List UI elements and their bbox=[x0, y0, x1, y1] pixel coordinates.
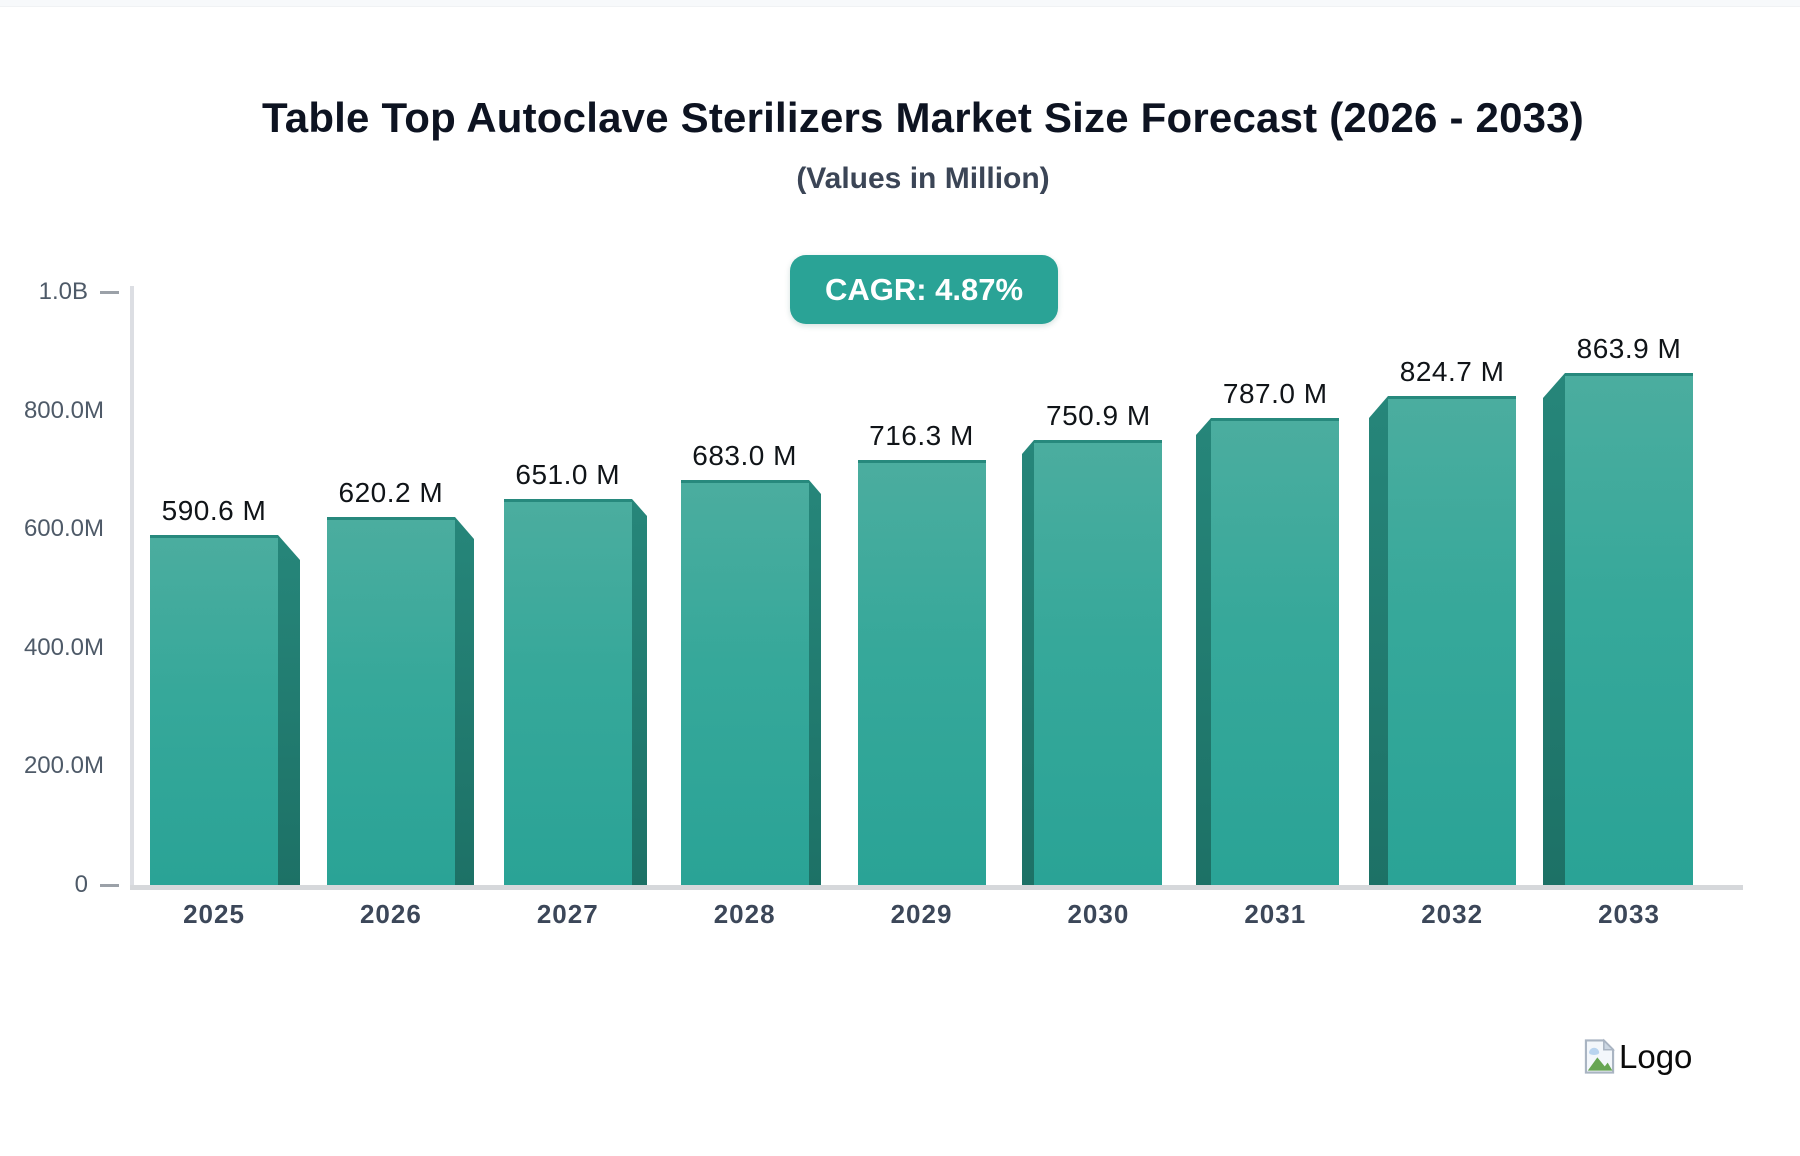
y-tick-label: 0 bbox=[74, 871, 88, 898]
bar-side-2030 bbox=[1022, 440, 1034, 885]
bar-side-2027 bbox=[632, 499, 647, 885]
bar-side-2033 bbox=[1543, 373, 1565, 885]
y-axis-line bbox=[130, 286, 134, 890]
bar-2025[interactable] bbox=[150, 535, 278, 885]
bar-2029[interactable] bbox=[858, 460, 986, 885]
bar-value-label: 651.0 M bbox=[515, 459, 621, 490]
x-tick-label-2032: 2032 bbox=[1421, 899, 1484, 929]
bar-2032[interactable] bbox=[1388, 396, 1516, 885]
bar-side-2025 bbox=[278, 535, 300, 885]
x-tick-label-2031: 2031 bbox=[1244, 899, 1307, 929]
x-tick-label-2027: 2027 bbox=[536, 899, 599, 929]
logo-alt-text: Logo bbox=[1619, 1038, 1693, 1075]
x-tick-label-2029: 2029 bbox=[890, 899, 953, 929]
bar-side-2032 bbox=[1369, 396, 1388, 885]
bar-side-2026 bbox=[455, 517, 474, 885]
bar-side-2031 bbox=[1196, 418, 1211, 885]
bar-2026[interactable] bbox=[327, 517, 455, 885]
bar-2028[interactable] bbox=[681, 480, 809, 885]
bar-2033[interactable] bbox=[1565, 373, 1693, 885]
chart-subtitle: (Values in Million) bbox=[796, 162, 1050, 195]
x-tick-label-2030: 2030 bbox=[1067, 899, 1130, 929]
x-tick-label-2028: 2028 bbox=[713, 899, 776, 929]
x-tick-label-2025: 2025 bbox=[183, 899, 245, 929]
bar-side-2028 bbox=[809, 480, 821, 885]
y-tick-label: 1.0B bbox=[38, 278, 88, 305]
y-tick-mark bbox=[100, 291, 119, 294]
y-tick-label: 200.0M bbox=[23, 752, 104, 780]
bar-value-label: 716.3 M bbox=[869, 420, 974, 451]
y-tick-label: 400.0M bbox=[23, 633, 104, 661]
bar-2031[interactable] bbox=[1211, 418, 1339, 885]
cagr-badge: CAGR: 4.87% bbox=[790, 255, 1058, 324]
logo: Logo bbox=[1581, 1038, 1692, 1075]
bar-value-label: 683.0 M bbox=[692, 440, 797, 471]
bar-value-label: 863.9 M bbox=[1576, 333, 1682, 364]
broken-image-icon bbox=[1584, 1038, 1615, 1074]
y-tick-mark bbox=[100, 884, 119, 887]
chart-title: Table Top Autoclave Sterilizers Market S… bbox=[262, 94, 1584, 141]
y-tick-label: 600.0M bbox=[23, 515, 104, 543]
bar-2030[interactable] bbox=[1034, 440, 1162, 885]
bar-value-label: 590.6 M bbox=[161, 495, 267, 526]
x-tick-label-2033: 2033 bbox=[1598, 899, 1660, 929]
bar-value-label: 824.7 M bbox=[1399, 356, 1505, 387]
y-tick-label: 800.0M bbox=[23, 396, 104, 424]
x-tick-label-2026: 2026 bbox=[359, 899, 422, 929]
bar-value-label: 620.2 M bbox=[338, 477, 444, 508]
top-strip bbox=[0, 0, 1800, 7]
bar-2027[interactable] bbox=[504, 499, 632, 885]
x-axis-line bbox=[130, 885, 1743, 890]
bar-value-label: 750.9 M bbox=[1046, 400, 1151, 431]
bar-value-label: 787.0 M bbox=[1222, 378, 1328, 409]
